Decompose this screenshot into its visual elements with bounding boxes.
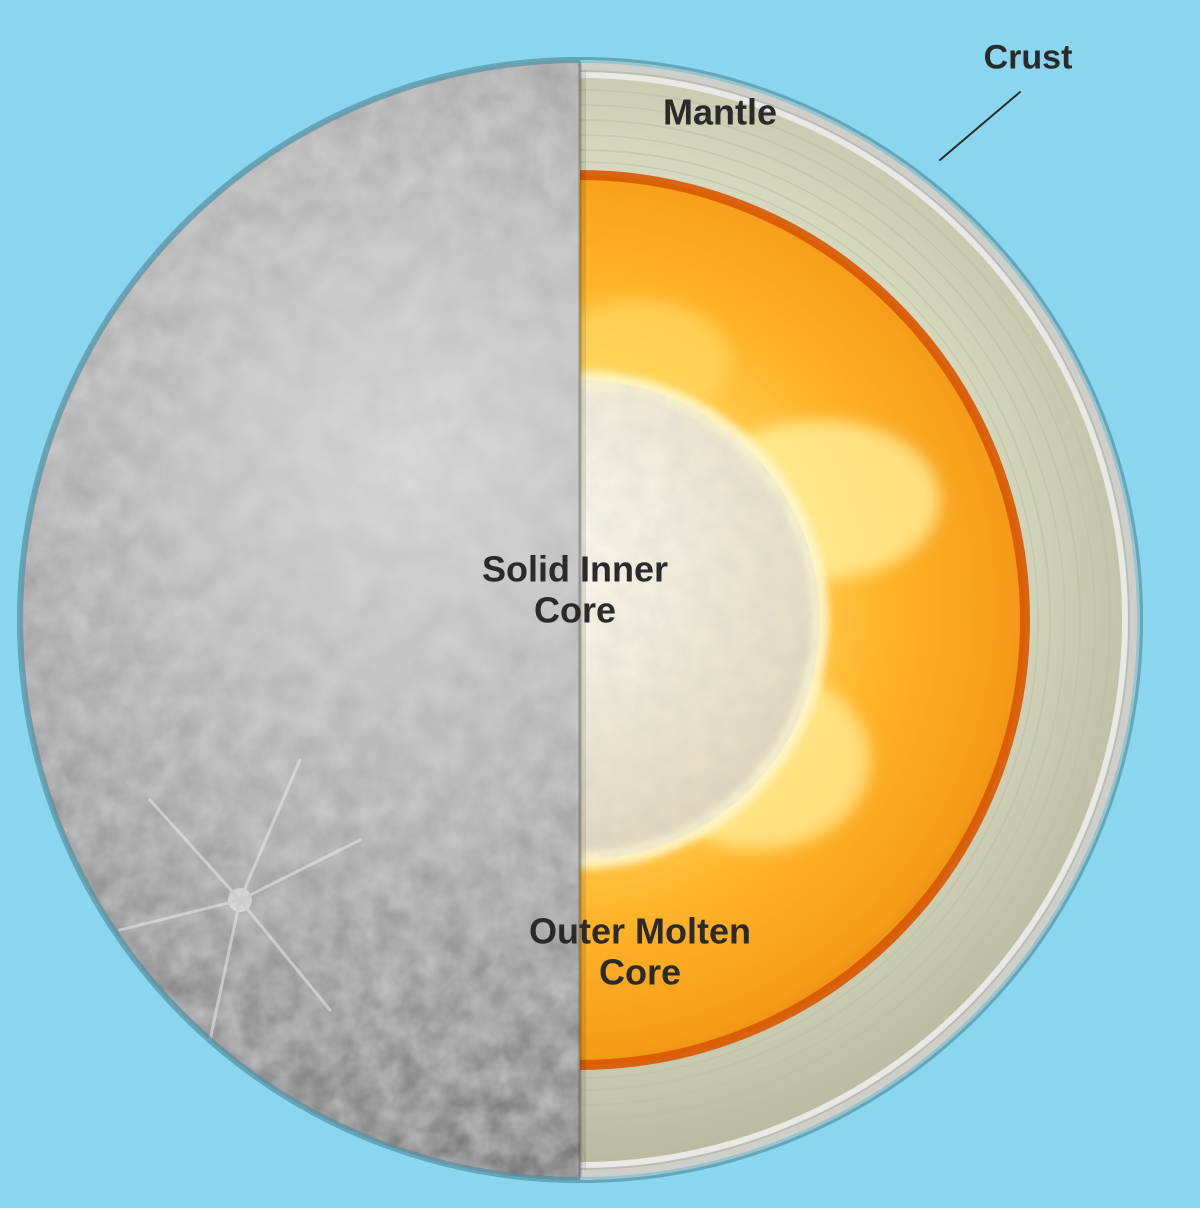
inner-core-label: Solid Inner Core: [482, 549, 668, 632]
mantle-label: Mantle: [663, 91, 777, 132]
outer-core-label: Outer Molten Core: [529, 911, 751, 994]
crust-label: Crust: [984, 38, 1073, 77]
planetary-cutaway-diagram: Crust Mantle Solid Inner Core Outer Molt…: [0, 0, 1200, 1208]
